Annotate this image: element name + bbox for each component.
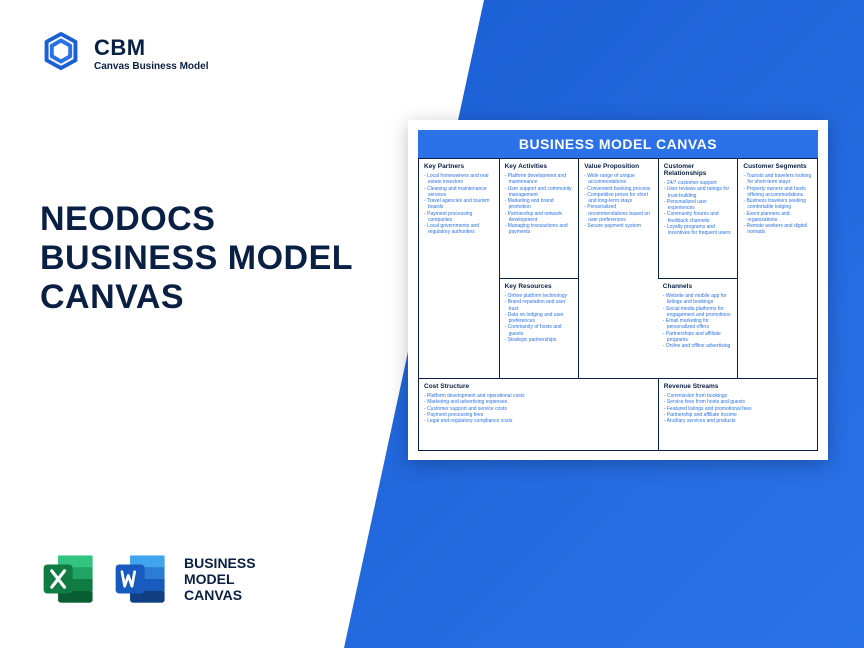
list-item: Community of hosts and guests <box>505 324 574 337</box>
footer-icons: BUSINESS MODEL CANVAS <box>40 550 256 608</box>
list-item: Event planners and organizations <box>743 211 812 224</box>
footer-label: BUSINESS MODEL CANVAS <box>184 555 256 603</box>
cell-list: Wide range of unique accommodationsConve… <box>584 173 653 229</box>
cell-list: 24/7 customer supportUser reviews and ra… <box>664 180 733 236</box>
cell-title: Channels <box>663 283 733 290</box>
list-item: Managing transactions and payments <box>505 223 574 236</box>
logo-icon <box>40 30 82 77</box>
list-item: Email marketing for personalized offers <box>663 318 733 331</box>
cell-list: Commission from bookingsService fees fro… <box>664 393 812 424</box>
cell-title: Customer Segments <box>743 163 812 170</box>
cell-value-proposition: Value Proposition Wide range of unique a… <box>578 158 658 378</box>
cell-key-activities: Key Activities Platform development and … <box>499 158 579 278</box>
list-item: Wide range of unique accommodations <box>584 173 653 186</box>
list-item: Tourists and travelers looking for short… <box>743 173 812 186</box>
list-item: Legal and regulatory compliance costs <box>424 418 653 424</box>
canvas-header: BUSINESS MODEL CANVAS <box>418 130 818 158</box>
cell-title: Key Resources <box>505 283 574 290</box>
cell-title: Customer Relationships <box>664 163 733 177</box>
list-item: Personalized recommendations based on us… <box>584 204 653 223</box>
cell-title: Revenue Streams <box>664 383 812 390</box>
cell-cost-structure: Cost Structure Platform development and … <box>419 378 658 450</box>
list-item: Personalized user experiences <box>664 199 733 212</box>
list-item: Marketing and brand promotion <box>505 198 574 211</box>
footer-label-1: BUSINESS <box>184 555 256 571</box>
cell-title: Key Activities <box>505 163 574 170</box>
cell-list: Platform development and operational cos… <box>424 393 653 424</box>
list-item: Secure payment system <box>584 223 653 229</box>
list-item: Platform development and maintenance <box>505 173 574 186</box>
list-item: Partnership and network development <box>505 211 574 224</box>
cell-list: Online platform technologyBrand reputati… <box>505 293 574 343</box>
list-item: Online and offline advertising <box>663 343 733 349</box>
list-item: Community forums and feedback channels <box>664 211 733 224</box>
cell-key-partners: Key Partners Local homeowners and real e… <box>419 158 499 378</box>
list-item: Travel agencies and tourism boards <box>424 198 494 211</box>
cell-title: Key Partners <box>424 163 494 170</box>
list-item: Remote workers and digital nomads <box>743 223 812 236</box>
list-item: Property owners and hosts offering accom… <box>743 186 812 199</box>
list-item: Local homeowners and real estate investo… <box>424 173 494 186</box>
logo-subtitle: Canvas Business Model <box>94 61 208 72</box>
cell-title: Value Proposition <box>584 163 653 170</box>
cell-list: Platform development and maintenanceUser… <box>505 173 574 236</box>
list-item: Data on lodging and user preferences <box>505 312 574 325</box>
cell-key-resources: Key Resources Online platform technology… <box>499 278 579 378</box>
cell-channels: Channels Website and mobile app for list… <box>658 278 738 378</box>
footer-label-3: CANVAS <box>184 587 256 603</box>
title-line-3: CANVAS <box>40 278 353 317</box>
cell-title: Cost Structure <box>424 383 653 390</box>
title-line-1: NEODOCS <box>40 200 353 239</box>
list-item: Website and mobile app for listings and … <box>663 293 733 306</box>
list-item: Strategic partnerships <box>505 337 574 343</box>
cell-revenue-streams: Revenue Streams Commission from bookings… <box>658 378 817 450</box>
list-item: Cleaning and maintenance services <box>424 186 494 199</box>
list-item: Payment processing companies <box>424 211 494 224</box>
cell-list: Tourists and travelers looking for short… <box>743 173 812 236</box>
cell-list: Local homeowners and real estate investo… <box>424 173 494 236</box>
list-item: Brand reputation and user trust <box>505 299 574 312</box>
cell-list: Website and mobile app for listings and … <box>663 293 733 349</box>
list-item: User reviews and ratings for trust-build… <box>664 186 733 199</box>
canvas-grid: Key Partners Local homeowners and real e… <box>418 158 818 451</box>
cell-customer-relationships: Customer Relationships 24/7 customer sup… <box>658 158 738 278</box>
list-item: Loyalty programs and incentives for freq… <box>664 224 733 237</box>
canvas-card: BUSINESS MODEL CANVAS Key Partners Local… <box>408 120 828 460</box>
word-icon <box>112 550 170 608</box>
list-item: Partnerships and affiliate programs <box>663 331 733 344</box>
list-item: Social media platforms for engagement an… <box>663 306 733 319</box>
list-item: Competitive prices for short and long-te… <box>584 192 653 205</box>
excel-icon <box>40 550 98 608</box>
list-item: Business travelers seeking comfortable l… <box>743 198 812 211</box>
list-item: Local governments and regulatory authori… <box>424 223 494 236</box>
list-item: Ancillary services and products <box>664 418 812 424</box>
title-line-2: BUSINESS MODEL <box>40 239 353 278</box>
page-title: NEODOCS BUSINESS MODEL CANVAS <box>40 200 353 317</box>
list-item: Convenient booking process <box>584 186 653 192</box>
logo-abbr: CBM <box>94 35 208 61</box>
list-item: User support and community management <box>505 186 574 199</box>
footer-label-2: MODEL <box>184 571 256 587</box>
cell-customer-segments: Customer Segments Tourists and travelers… <box>737 158 817 378</box>
header-logo: CBM Canvas Business Model <box>40 30 208 77</box>
